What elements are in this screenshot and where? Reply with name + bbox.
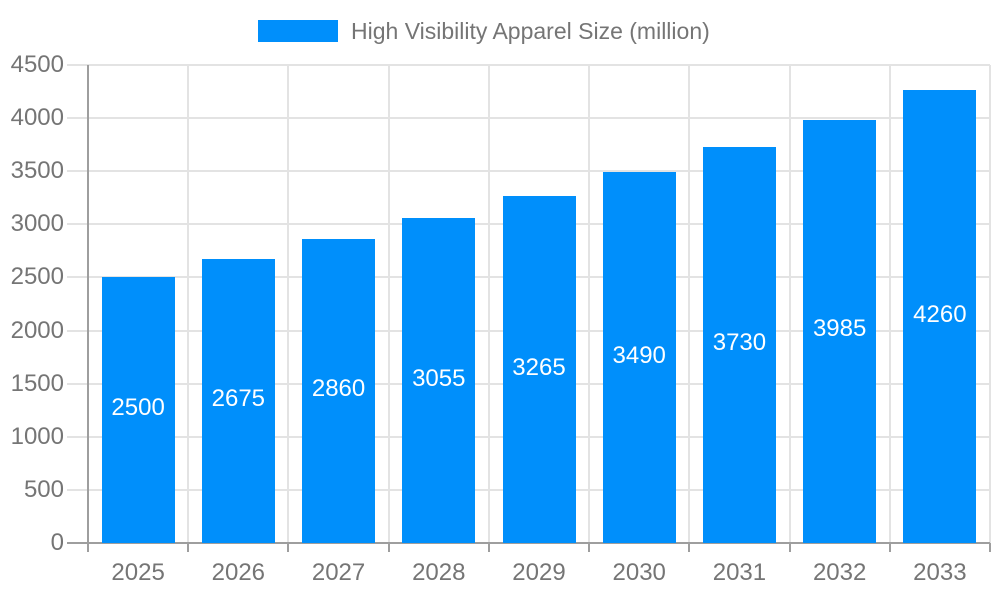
x-axis-line xyxy=(67,542,990,544)
x-gridline xyxy=(287,65,290,543)
x-axis-tick-label: 2028 xyxy=(412,559,466,586)
bar-value-label: 3985 xyxy=(812,315,867,343)
x-gridline xyxy=(187,65,190,543)
x-axis-tick xyxy=(788,543,791,552)
y-axis-tick-label: 1500 xyxy=(10,369,64,397)
y-axis-line xyxy=(87,65,89,552)
x-gridline xyxy=(487,65,490,543)
legend-swatch xyxy=(258,20,338,42)
bar[interactable]: 3055 xyxy=(402,218,476,543)
x-axis-tick xyxy=(487,543,490,552)
bar[interactable]: 3265 xyxy=(502,196,576,543)
bar[interactable]: 4260 xyxy=(903,90,977,543)
bar-value-label: 3490 xyxy=(612,341,666,369)
bar-value-label: 3730 xyxy=(712,328,767,356)
x-axis-tick-label: 2025 xyxy=(111,559,165,586)
bar-value-label: 2500 xyxy=(111,394,165,422)
y-gridline xyxy=(67,117,990,120)
bar[interactable]: 2860 xyxy=(302,239,376,543)
y-axis-tick-label: 500 xyxy=(23,475,64,503)
x-axis-tick xyxy=(387,543,390,552)
x-gridline xyxy=(888,65,891,543)
legend-item[interactable]: High Visibility Apparel Size (million) xyxy=(258,17,710,45)
x-gridline xyxy=(688,65,691,543)
x-axis-tick-label: 2026 xyxy=(211,559,266,586)
x-axis-tick-label: 2027 xyxy=(311,559,366,586)
y-axis-tick-label: 1000 xyxy=(10,422,64,450)
x-gridline xyxy=(588,65,591,543)
x-axis-tick xyxy=(688,543,691,552)
x-gridline xyxy=(989,65,991,543)
x-axis-tick-label: 2032 xyxy=(812,559,867,586)
x-axis-tick xyxy=(989,543,991,552)
bar[interactable]: 3730 xyxy=(702,146,776,543)
y-axis-tick-label: 4000 xyxy=(10,104,64,132)
bar-value-label: 2675 xyxy=(211,384,266,412)
x-axis-tick-label: 2029 xyxy=(512,559,566,586)
x-axis-tick xyxy=(187,543,190,552)
bar-value-label: 3055 xyxy=(412,364,466,392)
legend-label: High Visibility Apparel Size (million) xyxy=(351,17,710,44)
x-axis-tick-label: 2033 xyxy=(913,559,967,586)
bar[interactable]: 3985 xyxy=(803,119,877,543)
x-axis-tick xyxy=(287,543,290,552)
y-axis-tick-label: 4500 xyxy=(10,51,64,78)
bar-value-label: 4260 xyxy=(913,300,967,328)
bar[interactable]: 3490 xyxy=(602,172,676,543)
bar[interactable]: 2675 xyxy=(201,258,275,543)
x-axis-tick xyxy=(888,543,891,552)
y-gridline xyxy=(67,64,990,66)
x-gridline xyxy=(788,65,791,543)
bar[interactable]: 2500 xyxy=(101,277,175,543)
y-axis-tick-label: 2000 xyxy=(10,316,64,344)
x-axis-tick xyxy=(588,543,591,552)
bar-value-label: 2860 xyxy=(311,375,366,403)
y-axis-tick-label: 3500 xyxy=(10,157,64,185)
x-axis-tick-label: 2031 xyxy=(712,559,767,586)
y-gridline xyxy=(67,170,990,173)
y-axis-tick-label: 0 xyxy=(50,529,64,556)
x-axis-tick-label: 2030 xyxy=(612,559,666,586)
y-axis-tick-label: 2500 xyxy=(10,263,64,291)
y-axis-tick-label: 3000 xyxy=(10,210,64,238)
x-gridline xyxy=(387,65,390,543)
bar-value-label: 3265 xyxy=(512,353,566,381)
